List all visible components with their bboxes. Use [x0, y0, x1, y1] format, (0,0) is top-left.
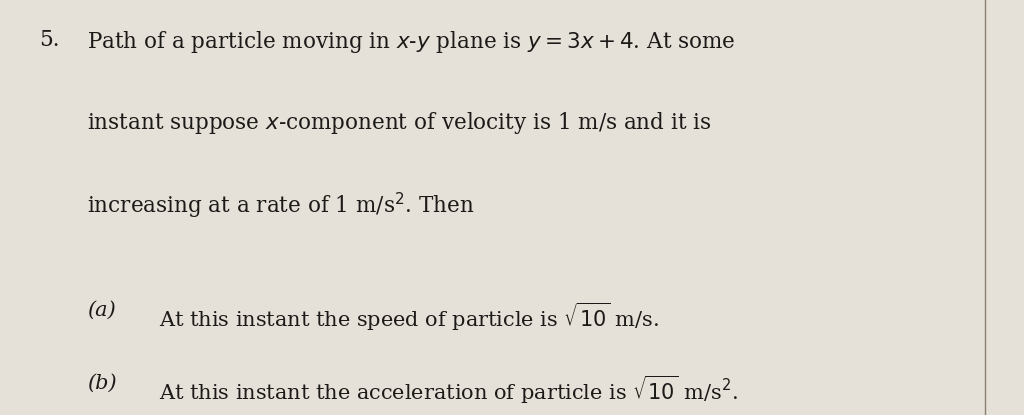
- Text: (a): (a): [87, 301, 116, 320]
- Text: At this instant the acceleration of particle is $\sqrt{10}$ m/s$^{2}$.: At this instant the acceleration of part…: [159, 374, 737, 406]
- Text: 5.: 5.: [39, 29, 59, 51]
- Text: Path of a particle moving in $x$-$y$ plane is $y=3x+4$. At some: Path of a particle moving in $x$-$y$ pla…: [87, 29, 735, 55]
- Text: increasing at a rate of 1 m/s$^{2}$. Then: increasing at a rate of 1 m/s$^{2}$. The…: [87, 191, 474, 221]
- Text: instant suppose $x$-component of velocity is 1 m/s and it is: instant suppose $x$-component of velocit…: [87, 110, 712, 136]
- Text: (b): (b): [87, 374, 117, 393]
- Text: At this instant the speed of particle is $\sqrt{10}$ m/s.: At this instant the speed of particle is…: [159, 301, 658, 333]
